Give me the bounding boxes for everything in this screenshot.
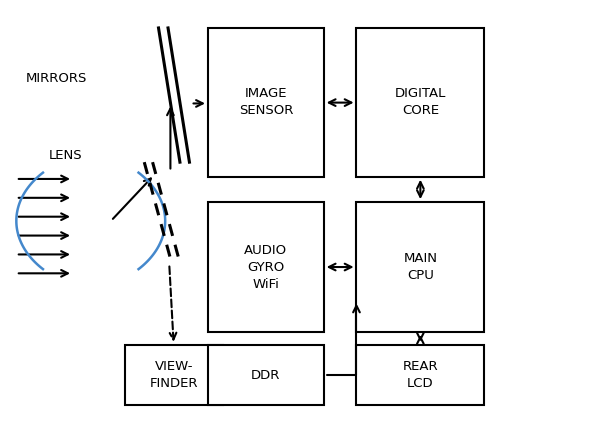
Text: VIEW-
FINDER: VIEW- FINDER: [149, 360, 198, 390]
Bar: [208, 202, 324, 332]
Text: MIRRORS: MIRRORS: [25, 72, 87, 85]
Bar: [356, 28, 484, 177]
Text: LENS: LENS: [49, 149, 83, 162]
Text: IMAGE
SENSOR: IMAGE SENSOR: [239, 88, 293, 117]
Text: DDR: DDR: [251, 368, 281, 382]
Text: REAR
LCD: REAR LCD: [403, 360, 438, 390]
Bar: [125, 345, 223, 405]
Text: MAIN
CPU: MAIN CPU: [403, 252, 437, 282]
Bar: [356, 202, 484, 332]
Bar: [208, 345, 324, 405]
Text: AUDIO
GYRO
WiFi: AUDIO GYRO WiFi: [244, 244, 287, 291]
Text: DIGITAL
CORE: DIGITAL CORE: [395, 88, 446, 117]
Bar: [208, 28, 324, 177]
Bar: [356, 345, 484, 405]
